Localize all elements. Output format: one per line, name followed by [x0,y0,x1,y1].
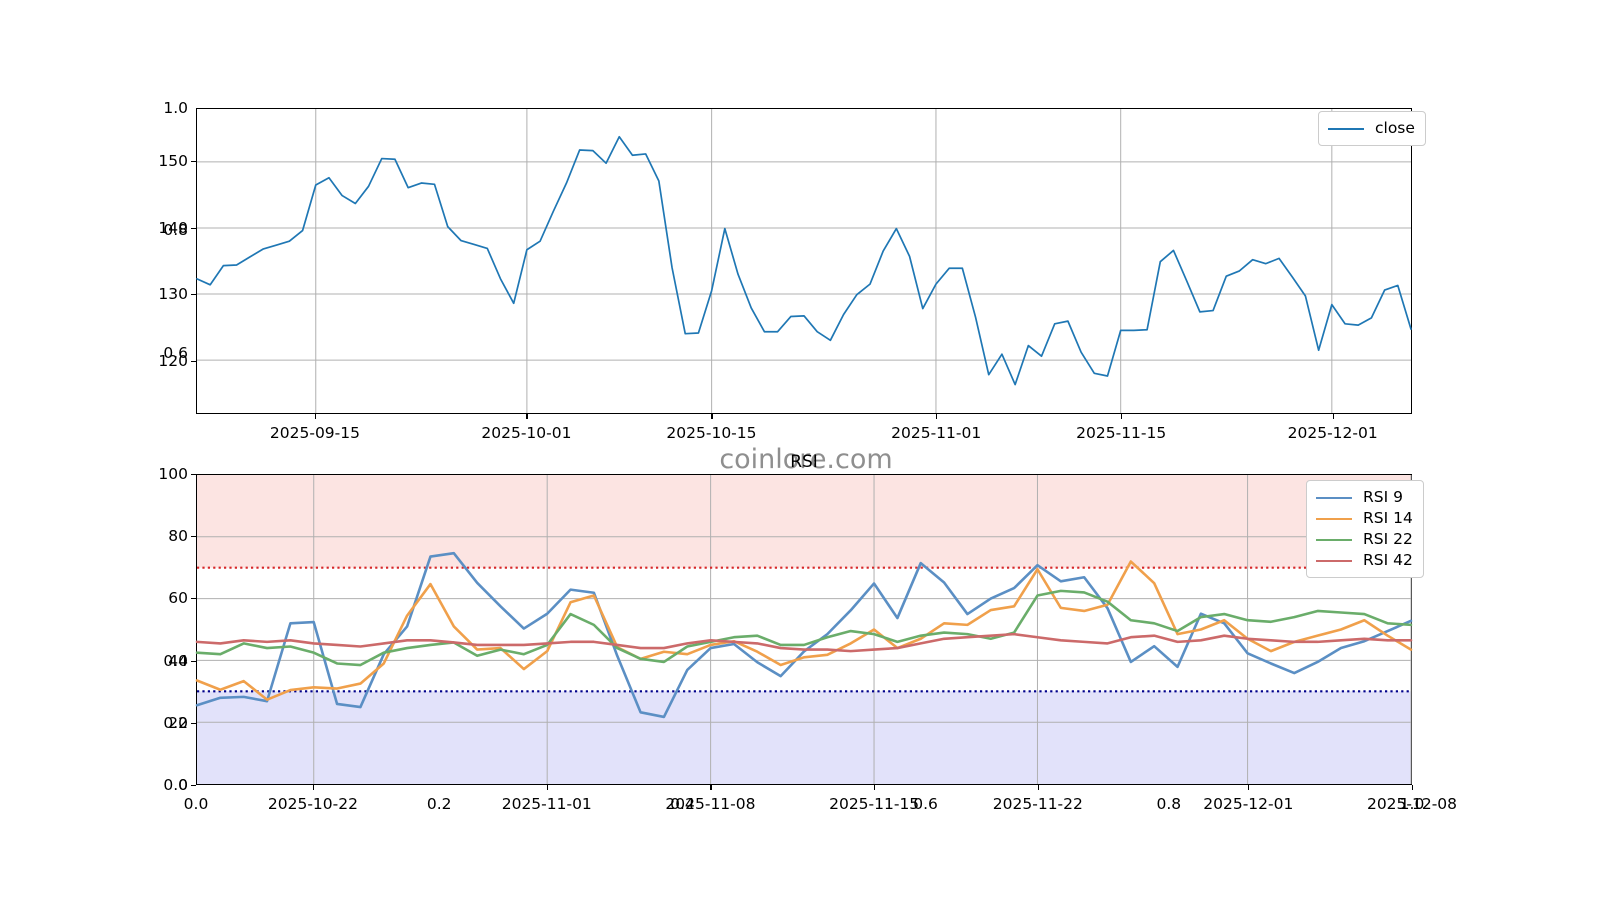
legend-line-swatch [1316,559,1352,562]
rsi-x-tickmark [312,785,315,790]
price-plot-area [197,109,1411,413]
rsi-x-overlay-tick-label: 1.0 [1399,795,1425,813]
rsi-x-tick-label: 2025-11-01 [501,795,592,813]
rsi-x-tickmark [1037,785,1039,790]
rsi-chart-title: RSI [790,452,818,472]
rsi-y-tick-label: 60 [168,589,188,608]
rsi-y-tickmark [191,660,196,662]
rsi-x-overlay-tick-label: 0.2 [426,795,452,813]
price-x-tick-label: 2025-12-01 [1287,424,1378,442]
price-x-tickmark [526,414,528,419]
price-y-overlay-tick-label: 1.0 [163,99,188,117]
rsi-y-tick-label: 20 [168,713,188,732]
price-x-tickmark [1332,414,1334,419]
price-x-tickmark [936,414,938,419]
price-y-tick-label: 130 [158,285,188,304]
legend-item-close[interactable]: close [1328,118,1415,139]
rsi-x-tickmark [1248,785,1250,790]
legend-item-rsi-14[interactable]: RSI 14 [1316,508,1413,529]
rsi-y-tickmark [191,536,196,538]
rsi-y-tick-label: 100 [158,465,188,483]
rsi-x-tick-label: 2025-11-22 [992,795,1083,813]
price-x-tick-label: 2025-10-01 [481,424,572,442]
rsi-x-overlay-tick-label: 0.4 [670,795,695,813]
rsi-y-tick-label: 0 [178,776,188,794]
price-x-tickmark [711,414,713,419]
rsi-x-tick-label: 2025-12-01 [1203,795,1294,813]
rsi-chart-axes [196,474,1412,785]
rsi-y-tickmark [191,722,196,724]
price-x-tick-label: 2025-10-15 [666,424,757,442]
legend-item-rsi-22[interactable]: RSI 22 [1316,529,1413,550]
price-x-tick-label: 2025-11-01 [891,424,982,442]
legend-item-rsi-9[interactable]: RSI 9 [1316,487,1413,508]
rsi-x-tick-label: 2025-12-08 [1366,795,1458,813]
rsi-y-overlay-tick-label: 0.4 [163,651,188,670]
price-y-tickmark [191,227,196,229]
legend-line-swatch [1328,127,1364,130]
price-y-overlay-tick-label: 0.6 [163,343,188,362]
rsi-x-tick-label: 2025-10-22 [267,795,358,813]
price-x-tickmark [314,414,317,419]
price-chart-legend: close [1318,111,1426,146]
price-x-tick-label: 2025-09-15 [269,424,360,442]
rsi-x-tick-label: 2025-11-08 [665,795,756,813]
legend-item-label: RSI 9 [1363,487,1403,506]
legend-item-rsi-42[interactable]: RSI 42 [1316,550,1413,571]
rsi-chart-legend: RSI 9 RSI 14 RSI 22 RSI 42 [1306,480,1424,578]
rsi-y-overlay-tick-label: 0.2 [163,713,188,732]
rsi-x-tickmark [546,785,548,790]
legend-item-label: close [1375,118,1415,137]
rsi-y-tick-label: 80 [168,527,188,546]
legend-item-label: RSI 22 [1363,529,1413,548]
rsi-x-tickmark [874,785,876,790]
price-y-tick-label: 140 [158,218,188,237]
rsi-x-overlay-tick-label: 0.8 [1156,795,1182,813]
rsi-y-tickmark [191,474,196,476]
price-x-tickmark [1121,414,1123,419]
price-y-tickmark [191,161,196,163]
price-y-tick-label: 120 [158,351,188,370]
price-y-tickmark [191,360,196,362]
rsi-y-tickmark [191,785,196,787]
rsi-x-overlay-tick-label: 0.0 [183,795,209,813]
legend-item-label: RSI 42 [1363,550,1413,569]
price-x-tick-label: 2025-11-15 [1076,424,1167,442]
rsi-y-tick-label: 40 [168,651,188,670]
legend-line-swatch [1316,538,1352,541]
rsi-plot-area [197,475,1411,784]
legend-item-label: RSI 14 [1363,508,1413,527]
rsi-x-overlay-tick-label: 0.6 [913,795,938,813]
rsi-x-tickmark [1412,785,1414,790]
rsi-y-tickmark [191,598,196,600]
price-y-overlay-tick-label: 0.8 [163,221,188,240]
price-y-tick-label: 150 [158,152,188,171]
price-y-tickmark [191,294,196,296]
legend-line-swatch [1316,496,1352,499]
rsi-y-overlay-tick-label: 0.0 [163,776,188,794]
legend-line-swatch [1316,517,1352,520]
rsi-x-tickmark [710,785,712,790]
price-chart-axes [196,108,1412,414]
rsi-x-tick-label: 2025-11-15 [829,795,920,813]
